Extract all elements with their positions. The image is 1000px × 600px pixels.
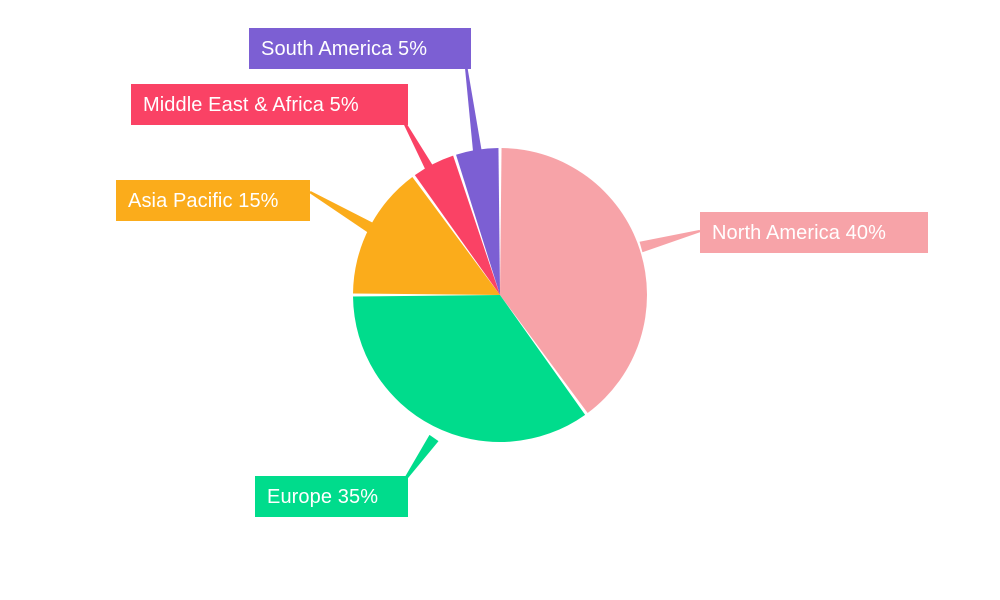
leader-line-europe: [403, 434, 439, 482]
pie-label-text-europe: Europe 35%: [267, 485, 379, 508]
leader-line-asia-pacific: [309, 190, 374, 233]
pie-slice-asia-pacific[interactable]: [353, 176, 500, 295]
pie-label-europe[interactable]: Europe 35%: [255, 476, 408, 517]
pie-slice-south-america[interactable]: [456, 148, 500, 295]
pie-slice-north-america[interactable]: [500, 148, 647, 414]
leader-line-layer: [309, 65, 701, 482]
leader-line-middle-east-africa: [401, 119, 435, 174]
leader-line-south-america: [464, 65, 483, 157]
pie-label-text-middle-east-africa: Middle East & Africa 5%: [143, 93, 359, 116]
pie-label-middle-east-africa[interactable]: Middle East & Africa 5%: [131, 84, 408, 125]
pie-label-text-south-america: South America 5%: [261, 37, 428, 60]
pie-label-south-america[interactable]: South America 5%: [249, 28, 471, 69]
pie-label-text-asia-pacific: Asia Pacific 15%: [128, 189, 279, 212]
pie-slice-middle-east-africa[interactable]: [414, 155, 500, 295]
leader-line-north-america: [639, 229, 701, 253]
pie-slice-europe[interactable]: [353, 295, 586, 442]
pie-label-text-north-america: North America 40%: [712, 221, 886, 244]
pie-label-asia-pacific[interactable]: Asia Pacific 15%: [116, 180, 310, 221]
pie-wedge-layer: [353, 148, 647, 442]
pie-label-north-america[interactable]: North America 40%: [700, 212, 928, 253]
